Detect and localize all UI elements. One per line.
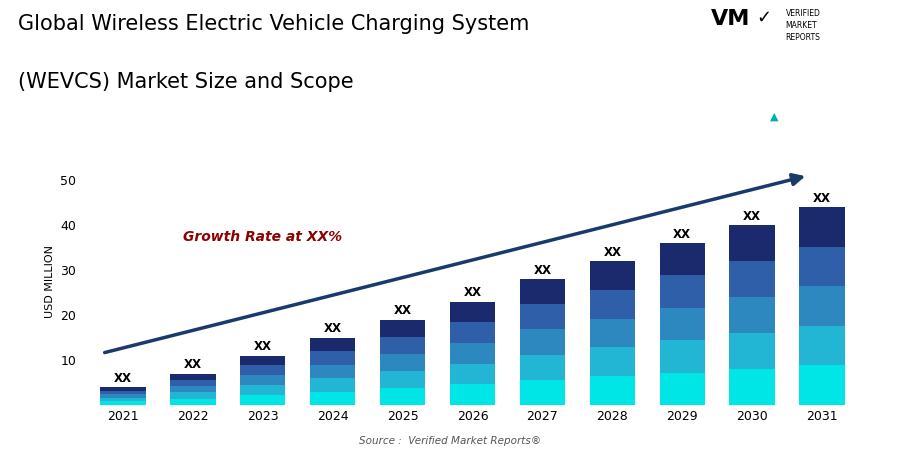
Bar	[590, 319, 635, 347]
Bar	[519, 279, 565, 304]
Text: ✓: ✓	[756, 9, 771, 27]
Bar	[519, 304, 565, 329]
Bar	[660, 275, 705, 308]
Text: ▲: ▲	[770, 112, 778, 122]
Text: (WEVCS) Market Size and Scope: (WEVCS) Market Size and Scope	[18, 72, 354, 92]
Bar	[310, 392, 356, 405]
Bar	[729, 297, 775, 333]
Bar	[380, 388, 426, 405]
Bar	[729, 369, 775, 405]
Bar	[170, 392, 216, 399]
Text: VERIFIED
MARKET
REPORTS: VERIFIED MARKET REPORTS	[786, 9, 821, 41]
Bar	[799, 207, 845, 247]
Bar	[310, 351, 356, 364]
Bar	[660, 243, 705, 275]
Bar	[100, 391, 146, 394]
Bar	[380, 371, 426, 388]
Bar	[660, 308, 705, 340]
Bar	[380, 320, 426, 337]
Bar	[799, 326, 845, 365]
Bar	[450, 343, 495, 364]
Bar	[590, 261, 635, 290]
Bar	[170, 374, 216, 380]
Bar	[799, 286, 845, 326]
Bar	[729, 261, 775, 297]
Bar	[310, 364, 356, 378]
Text: XX: XX	[673, 228, 691, 241]
Y-axis label: USD MILLION: USD MILLION	[45, 245, 55, 318]
Text: Source :  Verified Market Reports®: Source : Verified Market Reports®	[359, 436, 541, 446]
Bar	[590, 290, 635, 319]
Bar	[240, 385, 285, 395]
Bar	[519, 329, 565, 355]
Bar	[519, 380, 565, 405]
Bar	[799, 365, 845, 405]
Text: XX: XX	[184, 358, 202, 371]
Bar	[519, 355, 565, 380]
Bar	[799, 247, 845, 286]
Bar	[380, 337, 426, 354]
Bar	[590, 347, 635, 376]
Bar	[729, 333, 775, 369]
Bar	[729, 225, 775, 261]
Bar	[380, 354, 426, 371]
Bar	[450, 364, 495, 384]
Text: XX: XX	[813, 192, 831, 205]
Text: XX: XX	[393, 304, 411, 317]
Bar	[100, 398, 146, 401]
Bar	[170, 386, 216, 392]
Bar	[450, 302, 495, 322]
Text: XX: XX	[534, 264, 552, 277]
Bar	[240, 395, 285, 405]
Bar	[100, 394, 146, 398]
Text: XX: XX	[324, 322, 342, 335]
Bar	[240, 356, 285, 365]
Text: XX: XX	[603, 246, 621, 259]
Bar	[590, 376, 635, 405]
Text: XX: XX	[743, 210, 761, 223]
Bar	[450, 322, 495, 343]
Bar	[310, 338, 356, 351]
Bar	[100, 401, 146, 405]
Bar	[450, 384, 495, 405]
Text: XX: XX	[114, 372, 132, 385]
Bar	[170, 380, 216, 386]
Bar	[660, 340, 705, 373]
Text: XX: XX	[464, 286, 482, 299]
Text: Growth Rate at XX%: Growth Rate at XX%	[183, 230, 342, 244]
Bar	[660, 373, 705, 405]
Text: XX: XX	[254, 340, 272, 353]
Bar	[310, 378, 356, 392]
Bar	[240, 365, 285, 375]
Bar	[100, 387, 146, 391]
Bar	[240, 375, 285, 385]
Text: Global Wireless Electric Vehicle Charging System: Global Wireless Electric Vehicle Chargin…	[18, 14, 529, 33]
Text: VM: VM	[711, 9, 751, 29]
Bar	[170, 399, 216, 405]
